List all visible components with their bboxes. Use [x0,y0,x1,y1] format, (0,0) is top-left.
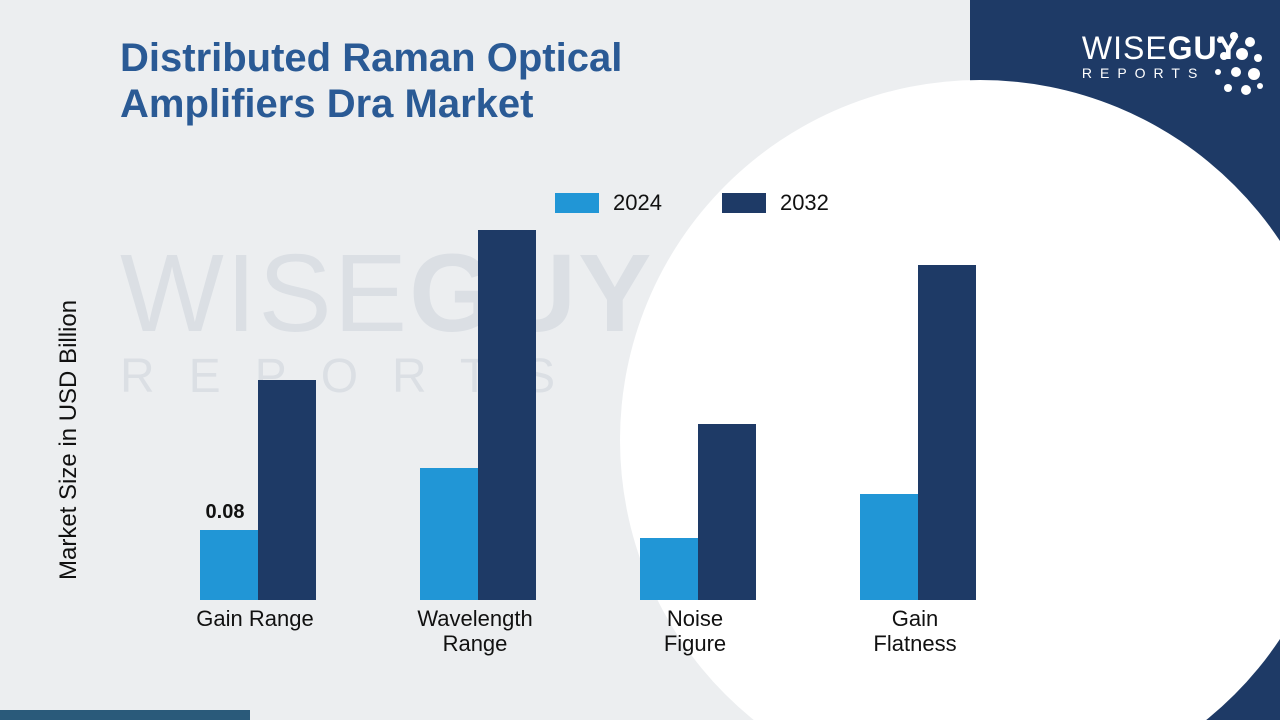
y-axis-label: Market Size in USD Billion [55,300,83,580]
x-tick-label: WavelengthRange [390,606,560,657]
legend-item-2024: 2024 [555,190,662,216]
legend-label-2032: 2032 [780,190,829,216]
x-tick-label: Gain Range [170,606,340,631]
legend: 2024 2032 [555,190,829,216]
legend-label-2024: 2024 [613,190,662,216]
bottom-strip [0,710,250,720]
brand-logo: WISEGUY REPORTS [1082,30,1240,81]
chart-stage: WISEGUY REPORTS WISEGUY REPORTS Distribu… [0,0,1280,720]
bar [420,468,478,600]
x-tick-label: NoiseFigure [610,606,780,657]
plot-area: 0.08 [130,230,1030,600]
data-label: 0.08 [196,501,254,524]
bar [478,230,536,600]
chart-title: Distributed Raman Optical Amplifiers Dra… [120,35,760,127]
bar [860,494,918,600]
bar [640,538,698,600]
legend-item-2032: 2032 [722,190,829,216]
brand-word1: WISE [1082,30,1168,66]
legend-swatch-2032 [722,193,766,213]
legend-swatch-2024 [555,193,599,213]
bar [200,530,258,600]
bar [918,265,976,600]
x-tick-label: GainFlatness [830,606,1000,657]
brand-word2: GUY [1168,30,1240,66]
bar [258,380,316,600]
brand-sub: REPORTS [1082,65,1240,81]
bar [698,424,756,600]
